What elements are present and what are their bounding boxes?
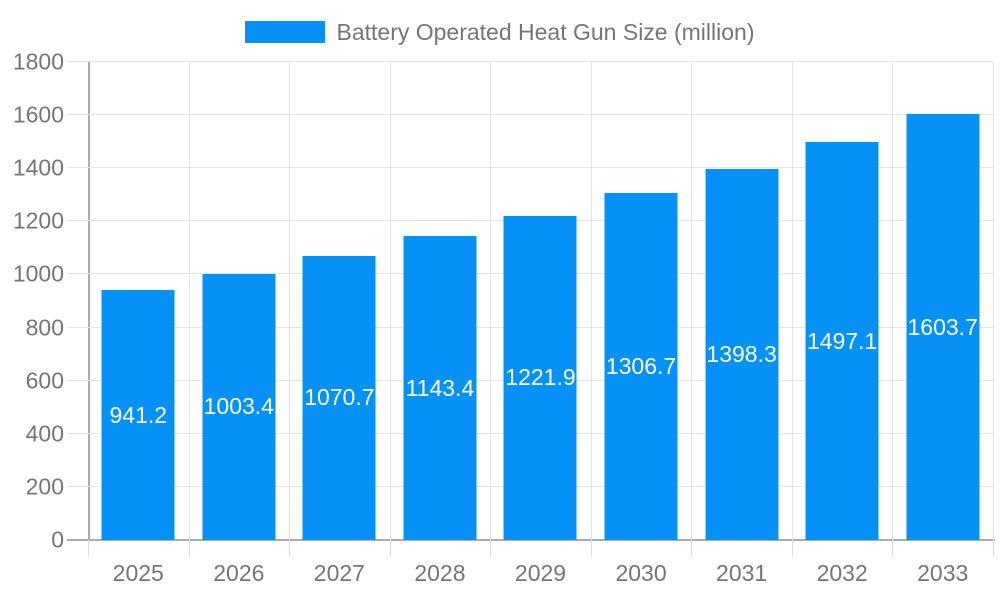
v-gridline-8 xyxy=(892,62,894,540)
bar-2031: 1398.3 xyxy=(705,168,779,540)
bar-cell-2031: 1398.3 xyxy=(691,62,792,540)
bar-cell-2028: 1143.4 xyxy=(390,62,491,540)
bar-cell-2027: 1070.7 xyxy=(289,62,390,540)
bar-value-label-2025: 941.2 xyxy=(109,401,168,428)
bar-2032: 1497.1 xyxy=(805,142,879,540)
bar-value-label-2027: 1070.7 xyxy=(304,384,375,411)
v-gridline-5 xyxy=(590,62,592,540)
x-tick-label-2029: 2029 xyxy=(514,560,567,586)
y-tick-label-1400: 1400 xyxy=(12,154,64,181)
v-gridline-6 xyxy=(691,62,693,540)
y-tick-label-1800: 1800 xyxy=(12,48,64,75)
x-tick-label-2031: 2031 xyxy=(716,560,768,586)
bar-cell-2033: 1603.7 xyxy=(892,62,993,540)
bar-2033: 1603.7 xyxy=(906,114,980,540)
v-gridline-7 xyxy=(791,62,793,540)
y-axis-line xyxy=(88,62,90,540)
bar-2028: 1143.4 xyxy=(403,236,477,540)
bar-cell-2029: 1221.9 xyxy=(490,62,591,540)
y-tick-label-1200: 1200 xyxy=(12,207,64,234)
bar-2025: 941.2 xyxy=(101,290,175,540)
bar-value-label-2031: 1398.3 xyxy=(706,340,777,367)
y-tick-label-1600: 1600 xyxy=(12,101,64,128)
x-axis-labels: 2025 2026 2027 2028 2029 2030 2031 2032 2033 xyxy=(88,558,993,590)
y-tick-label-600: 600 xyxy=(25,367,64,394)
x-tick-2 xyxy=(289,540,291,557)
x-axis-line xyxy=(67,539,995,541)
x-tick-5 xyxy=(590,540,592,557)
v-gridline-9 xyxy=(993,62,994,540)
legend-label: Battery Operated Heat Gun Size (million) xyxy=(336,19,755,45)
y-tick-label-1000: 1000 xyxy=(12,260,64,287)
x-tick-9 xyxy=(993,540,994,557)
v-gridline-1 xyxy=(188,62,190,540)
x-tick-label-2032: 2032 xyxy=(816,560,868,586)
x-tick-0 xyxy=(88,540,89,557)
bar-value-label-2028: 1143.4 xyxy=(405,374,475,401)
y-tick-label-200: 200 xyxy=(25,473,64,500)
y-tick-label-0: 0 xyxy=(51,526,64,553)
x-tick-7 xyxy=(791,540,793,557)
x-tick-label-2030: 2030 xyxy=(615,560,667,586)
y-tick-label-400: 400 xyxy=(25,420,64,447)
bar-value-label-2032: 1497.1 xyxy=(806,327,878,354)
v-gridline-3 xyxy=(389,62,391,540)
x-tick-6 xyxy=(691,540,693,557)
bar-cell-2025: 941.2 xyxy=(88,62,189,540)
h-gridline-1600 xyxy=(67,114,993,116)
legend-swatch-icon xyxy=(245,21,326,43)
x-tick-8 xyxy=(892,540,894,557)
bar-value-label-2029: 1221.9 xyxy=(505,364,576,391)
bar-2027: 1070.7 xyxy=(302,255,376,540)
x-tick-label-2026: 2026 xyxy=(213,560,265,586)
bar-2026: 1003.4 xyxy=(202,273,276,540)
x-tick-label-2033: 2033 xyxy=(917,560,969,586)
x-tick-label-2025: 2025 xyxy=(112,560,164,586)
h-gridline-1400 xyxy=(67,167,993,169)
x-tick-3 xyxy=(389,540,391,557)
h-gridline-1800 xyxy=(67,61,993,62)
x-tick-4 xyxy=(490,540,492,557)
v-gridline-4 xyxy=(490,62,492,540)
bar-2030: 1306.7 xyxy=(604,193,678,540)
bar-2029: 1221.9 xyxy=(503,215,577,540)
bar-value-label-2026: 1003.4 xyxy=(203,393,274,420)
v-gridline-2 xyxy=(289,62,291,540)
y-tick-label-800: 800 xyxy=(25,314,64,341)
bar-cell-2026: 1003.4 xyxy=(189,62,290,540)
bar-value-label-2030: 1306.7 xyxy=(605,353,677,379)
plot-area: 941.2 1003.4 1070.7 1143.4 1221.9 1306.7 1398.… xyxy=(67,61,995,557)
y-axis-labels: 0 200 400 600 800 1000 1200 1400 1600 1800 xyxy=(0,49,64,553)
bar-cell-2032: 1497.1 xyxy=(792,62,893,540)
chart-legend: Battery Operated Heat Gun Size (million) xyxy=(0,19,1000,45)
bar-cell-2030: 1306.7 xyxy=(591,62,692,540)
bar-value-label-2033: 1603.7 xyxy=(907,313,978,340)
x-tick-label-2027: 2027 xyxy=(313,560,365,586)
x-tick-label-2028: 2028 xyxy=(414,560,466,586)
x-tick-1 xyxy=(188,540,190,557)
